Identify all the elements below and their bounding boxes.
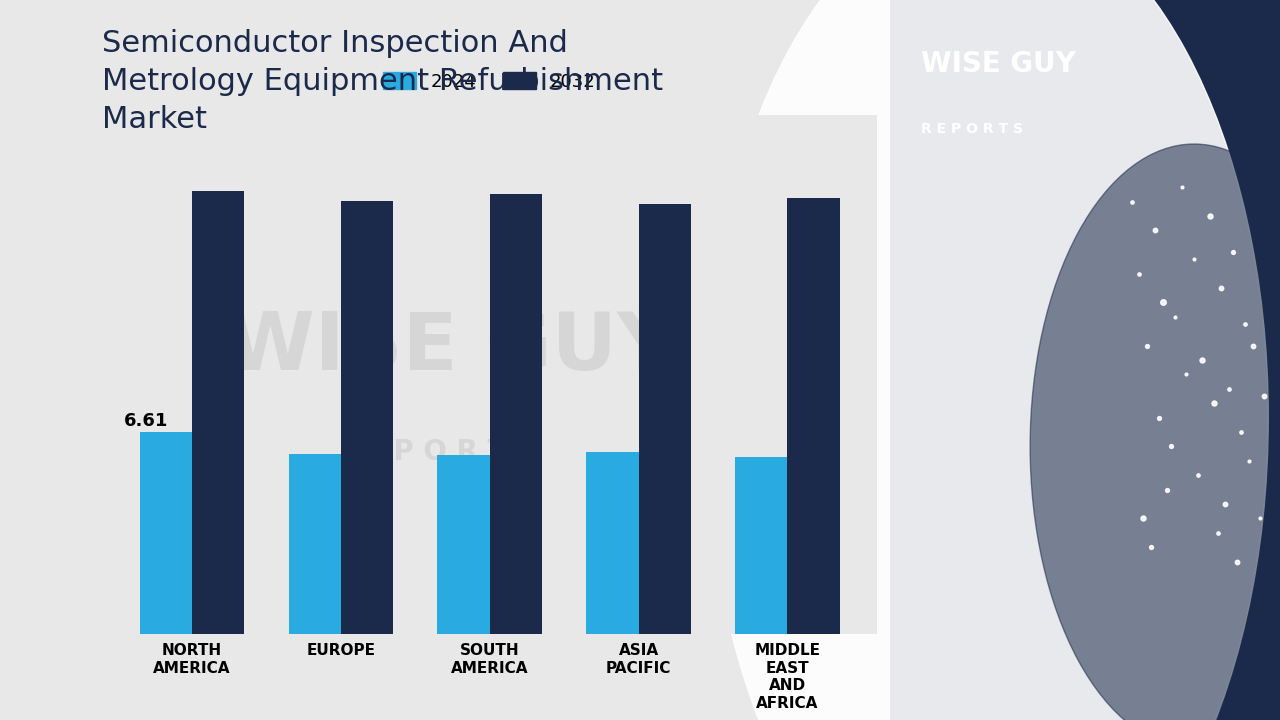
Bar	[490, 194, 541, 634]
Circle shape	[1030, 144, 1280, 720]
Text: 6.61: 6.61	[124, 413, 169, 431]
Text: E P O R T S: E P O R T S	[365, 438, 536, 466]
Text: WISE GUY: WISE GUY	[920, 50, 1075, 78]
Bar	[288, 454, 340, 634]
Bar	[639, 204, 691, 634]
Bar	[340, 201, 393, 634]
Bar	[787, 197, 840, 634]
Circle shape	[707, 0, 1268, 720]
Text: R E P O R T S: R E P O R T S	[920, 122, 1023, 136]
Text: Semiconductor Inspection And
Metrology Equipment Refurbishment
Market: Semiconductor Inspection And Metrology E…	[102, 29, 663, 134]
Bar	[586, 452, 639, 634]
Bar	[438, 455, 490, 634]
Bar	[140, 432, 192, 634]
Legend: 2024, 2032: 2024, 2032	[384, 73, 595, 91]
Text: WISE GUY: WISE GUY	[227, 310, 676, 387]
Bar	[192, 192, 244, 634]
Bar	[735, 456, 787, 634]
